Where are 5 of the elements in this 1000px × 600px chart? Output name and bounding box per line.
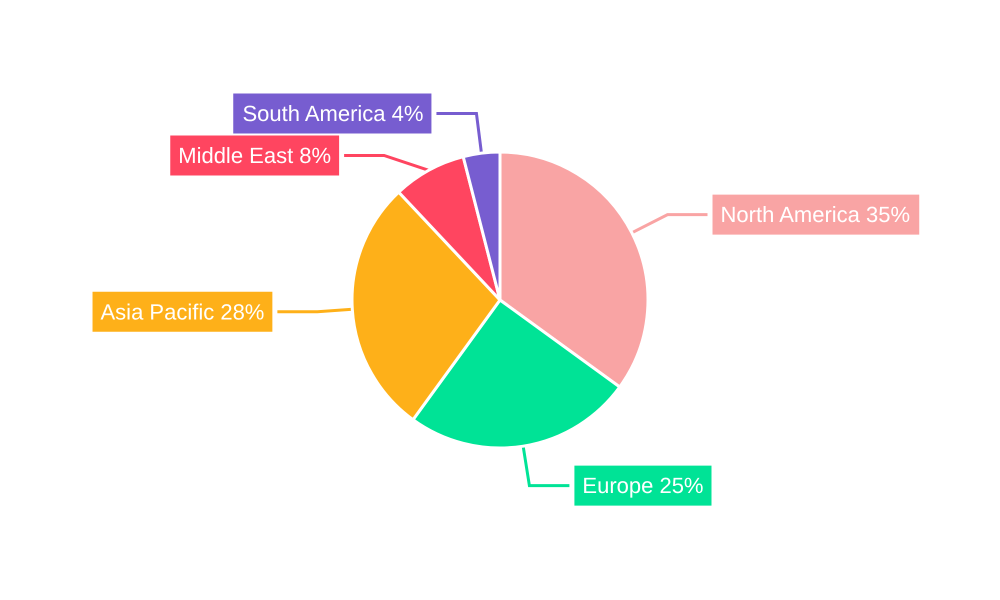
slice-label: South America 4% [242,100,424,126]
slice-label: Middle East 8% [178,142,332,168]
slice-label: Asia Pacific 28% [100,299,264,324]
slice-label: Europe 25% [582,473,704,498]
slice-label: North America 35% [720,202,910,228]
